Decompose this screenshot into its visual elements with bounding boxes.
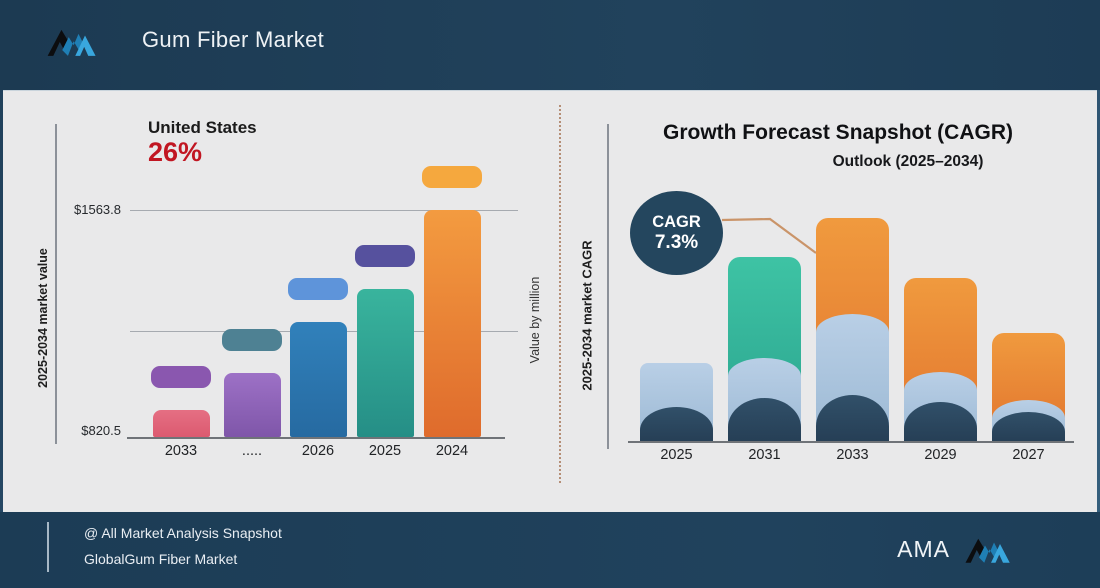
right-chart-title: Growth Forecast Snapshot (CAGR)	[662, 121, 1014, 144]
left-x-axis	[127, 437, 505, 439]
bar-.....	[223, 373, 281, 437]
x-label-.....: .....	[241, 443, 263, 459]
bar-cap-.....	[222, 329, 282, 351]
bar-2025	[356, 289, 414, 437]
left-ytick-bottom: $820.5	[81, 423, 121, 438]
x-label-2025: 2025	[660, 447, 693, 463]
stacked-bar-2025	[640, 363, 713, 441]
header: Gum Fiber Market	[0, 0, 1100, 90]
stacked-bar-2031	[728, 257, 801, 441]
bar-cap-2024	[422, 166, 482, 188]
x-label-2029: 2029	[924, 447, 957, 463]
segment-base-2027	[992, 412, 1065, 441]
left-right-axis-label: Value by million	[528, 276, 542, 364]
x-label-2026: 2026	[301, 443, 335, 459]
left-y-axis	[55, 124, 57, 444]
footer-divider-bar	[47, 522, 49, 572]
bar-cap-2025	[355, 245, 415, 267]
bar-2026	[289, 322, 347, 437]
left-y-axis-label: 2025-2034 market value	[36, 248, 50, 388]
stacked-bar-2027	[992, 333, 1065, 441]
footer: @ All Market Analysis Snapshot GlobalGum…	[0, 512, 1100, 588]
bar-cap-2033	[151, 366, 211, 388]
x-label-2027: 2027	[1012, 447, 1045, 463]
chart-divider	[559, 105, 561, 483]
bar-cap-2026	[288, 278, 348, 300]
footer-ama-logo-icon	[965, 538, 1010, 563]
right-chart-subtitle: Outlook (2025–2034)	[832, 153, 984, 170]
segment-base-2025	[640, 407, 713, 441]
right-y-axis-label: 2025-2034 market CAGR	[579, 240, 595, 391]
segment-base-2033	[816, 395, 889, 441]
ama-logo-icon	[47, 29, 96, 56]
stacked-bar-2033	[816, 218, 889, 441]
x-label-2024: 2024	[435, 443, 469, 459]
stacked-bar-2029	[904, 278, 977, 441]
page-title: Gum Fiber Market	[142, 27, 325, 52]
cagr-badge: CAGR 7.3%	[630, 191, 723, 275]
right-x-axis	[628, 441, 1074, 443]
footer-line2: GlobalGum Fiber Market	[84, 551, 238, 567]
right-y-axis	[607, 124, 609, 449]
left-chart-highlight: 26%	[148, 137, 203, 167]
footer-line1: @ All Market Analysis Snapshot	[84, 525, 282, 541]
x-label-2025: 2025	[368, 443, 402, 459]
x-label-2031: 2031	[748, 447, 781, 463]
left-chart-title: United States	[148, 118, 257, 137]
left-ytick-top: $1563.8	[74, 202, 121, 217]
left-gridline-top	[130, 210, 518, 211]
segment-base-2031	[728, 398, 801, 441]
x-label-2033: 2033	[164, 443, 198, 459]
bar-2024	[423, 210, 481, 437]
segment-base-2029	[904, 402, 977, 441]
main-canvas: 2025-2034 market value United States 26%…	[3, 90, 1097, 512]
cagr-badge-label: CAGR	[652, 212, 701, 231]
x-label-2033: 2033	[836, 447, 869, 463]
cagr-badge-value: 7.3%	[654, 231, 699, 253]
footer-brand-text: AMA	[897, 536, 950, 562]
bar-2033	[152, 410, 210, 437]
